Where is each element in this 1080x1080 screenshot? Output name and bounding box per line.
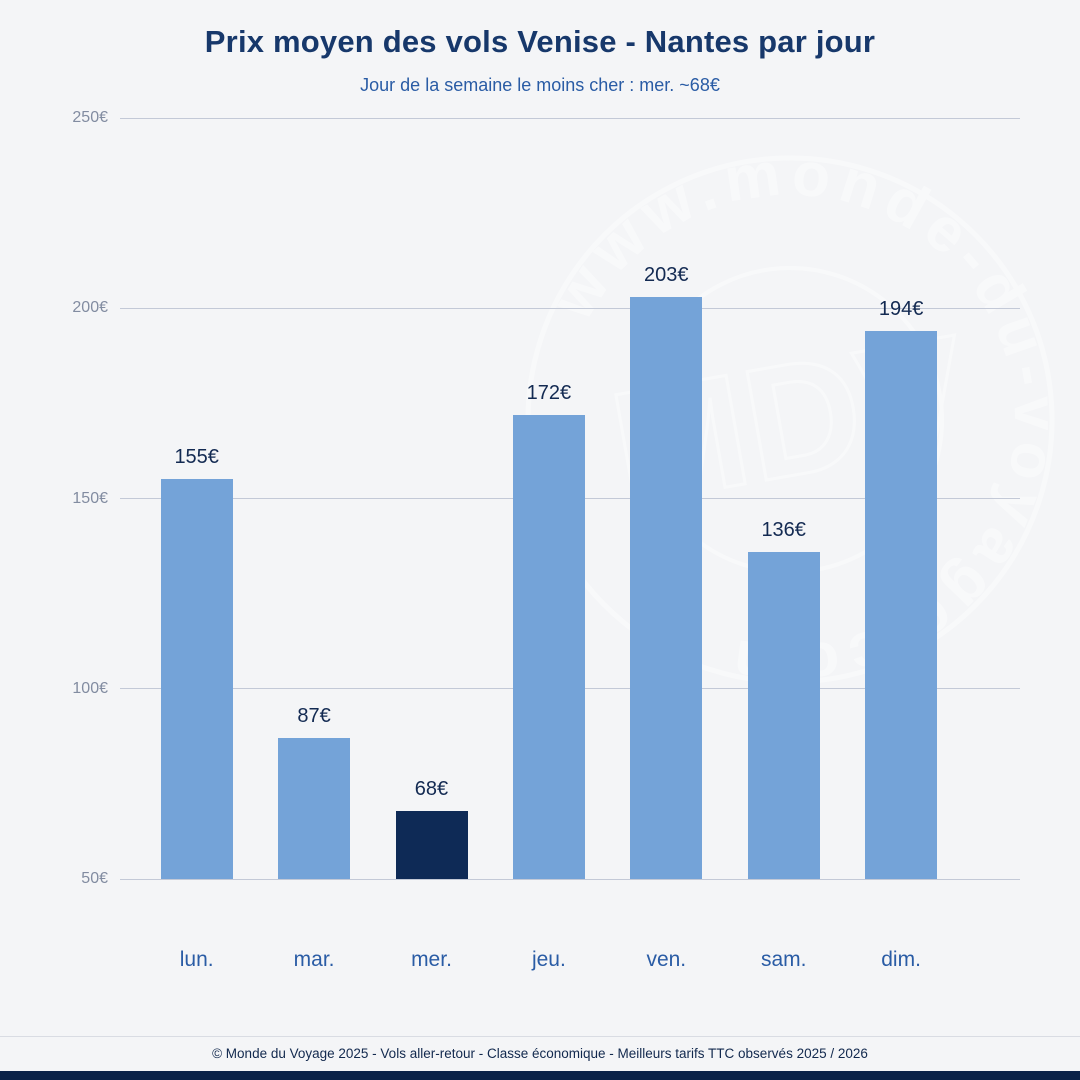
y-axis-tick-label: 50€ bbox=[81, 870, 108, 887]
bar-jeu bbox=[512, 414, 585, 879]
x-axis-label-sam: sam. bbox=[760, 948, 807, 971]
y-axis-tick-label: 200€ bbox=[72, 299, 108, 317]
bar-lun bbox=[160, 479, 233, 879]
x-axis-label-mar: mar. bbox=[293, 948, 335, 971]
chart-title: Prix moyen des vols Venise - Nantes par … bbox=[204, 24, 876, 59]
bar-value-label: 155€ bbox=[174, 446, 219, 469]
gridline-200 bbox=[120, 307, 1020, 309]
bar-sam bbox=[747, 551, 820, 879]
x-axis-label-dim: dim. bbox=[881, 948, 921, 971]
x-axis-label-mer: mer. bbox=[411, 948, 452, 971]
gridline-250 bbox=[120, 117, 1020, 119]
bar-value-label: 136€ bbox=[761, 518, 806, 541]
bar-dim bbox=[865, 331, 938, 879]
bar-value-label: 203€ bbox=[644, 263, 689, 286]
bottom-accent-bar bbox=[0, 1071, 1080, 1080]
bar-value-label: 194€ bbox=[878, 298, 924, 321]
y-axis-tick-label: 250€ bbox=[72, 109, 108, 126]
chart-subtitle: Jour de la semaine le moins cher : mer. … bbox=[360, 75, 720, 95]
x-axis-label-jeu: jeu. bbox=[531, 948, 566, 971]
gridline-50 bbox=[120, 878, 1020, 880]
bar-mar bbox=[278, 738, 351, 879]
x-axis-label-lun: lun. bbox=[179, 948, 214, 971]
x-axis-label-ven: ven. bbox=[646, 948, 687, 971]
bar-value-label: 172€ bbox=[526, 381, 572, 404]
footer-divider bbox=[0, 1036, 1080, 1037]
bar-mer bbox=[395, 810, 468, 879]
bar-value-label: 68€ bbox=[414, 777, 449, 800]
bar-value-label: 87€ bbox=[297, 705, 331, 728]
footer-text: © Monde du Voyage 2025 - Vols aller-reto… bbox=[212, 1046, 868, 1061]
bar-ven bbox=[630, 296, 703, 879]
y-axis-tick-label: 100€ bbox=[72, 679, 108, 697]
y-axis-tick-label: 150€ bbox=[72, 489, 108, 507]
